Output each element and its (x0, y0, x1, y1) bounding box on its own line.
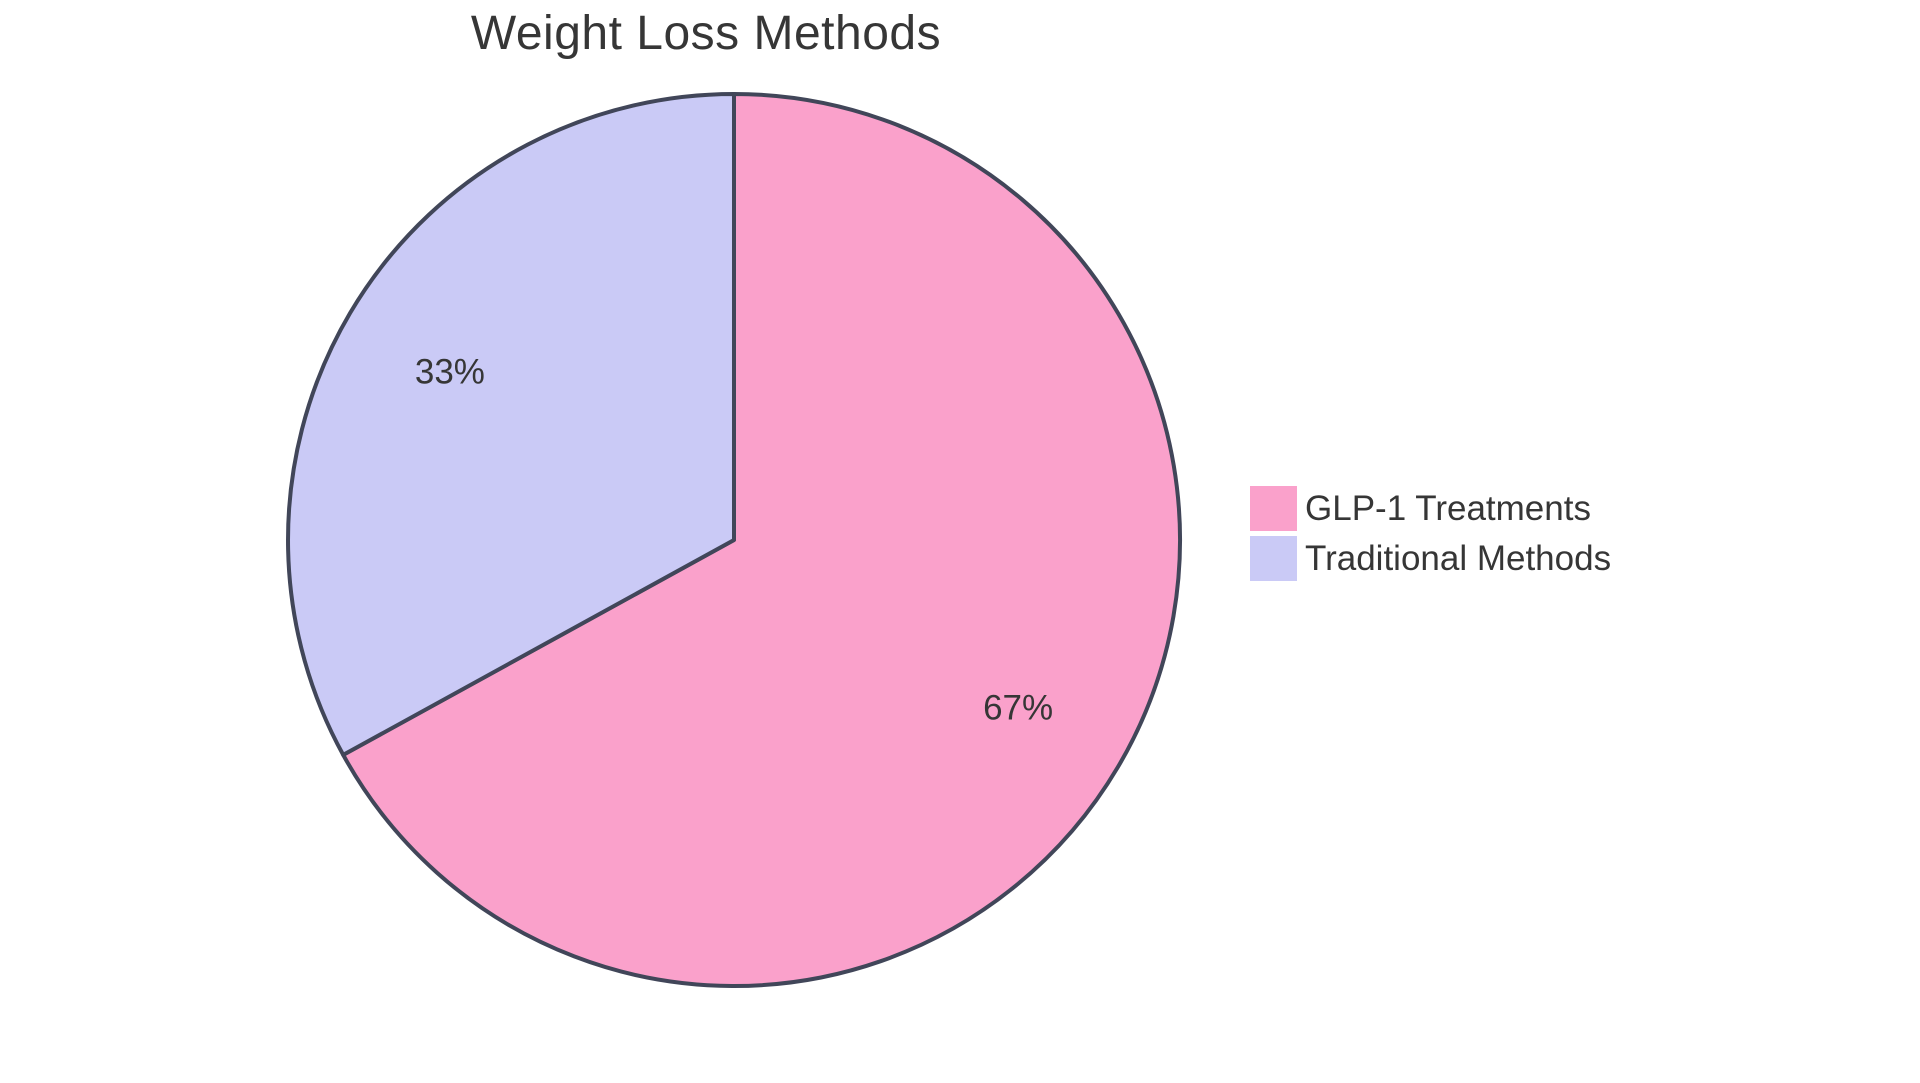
legend-item-glp1-treatments: GLP-1 Treatments (1250, 486, 1611, 531)
slice-pct-label-1: 33% (415, 353, 485, 392)
pie-slice-0 (341, 92, 1183, 988)
legend-label-traditional-methods: Traditional Methods (1305, 538, 1612, 578)
legend-label-glp1-treatments: GLP-1 Treatments (1305, 488, 1591, 528)
legend-swatch-glp1-treatments (1250, 486, 1297, 531)
chart-title: Weight Loss Methods (470, 7, 942, 60)
pie-slice-1 (286, 92, 736, 757)
slice-pct-label-0: 67% (983, 689, 1053, 728)
legend: GLP-1 Treatments Traditional Methods (1250, 486, 1611, 586)
legend-item-traditional-methods: Traditional Methods (1250, 536, 1611, 581)
legend-swatch-traditional-methods (1250, 536, 1297, 581)
